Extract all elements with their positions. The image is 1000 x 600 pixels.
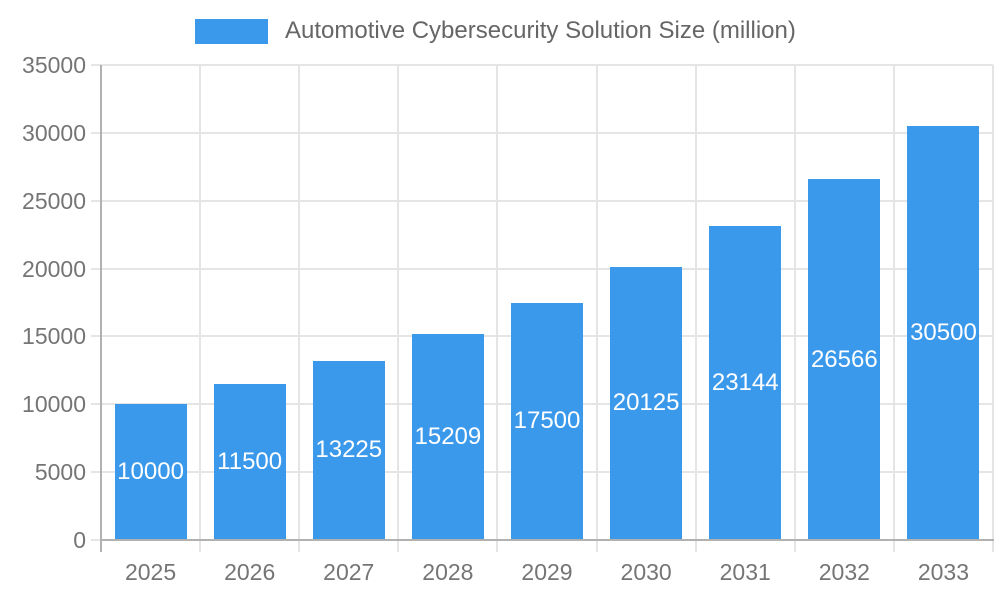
bar-2028[interactable] — [411, 333, 484, 540]
x-tick-label: 2028 — [422, 559, 474, 585]
bar-2032[interactable] — [808, 179, 881, 540]
bar-value-label: 17500 — [513, 407, 581, 435]
gridline-h — [91, 131, 993, 134]
x-tick-label: 2029 — [521, 559, 573, 585]
bar-value-label: 30500 — [910, 319, 977, 347]
x-axis-line — [100, 539, 994, 541]
gridline-v — [496, 65, 499, 552]
x-tick-label: 2031 — [719, 559, 771, 585]
bar-value-label: 20125 — [612, 389, 680, 417]
bar-2026[interactable] — [213, 383, 286, 540]
gridline-v — [298, 65, 301, 552]
bar-value-label: 13225 — [315, 436, 383, 464]
y-tick-label: 5000 — [34, 459, 86, 486]
bar-2030[interactable] — [610, 266, 683, 540]
gridline-v — [199, 65, 202, 552]
bar-2025[interactable] — [114, 404, 187, 540]
bar-2033[interactable] — [907, 126, 980, 540]
x-tick-label: 2030 — [620, 559, 672, 585]
bar-value-label: 10000 — [117, 458, 184, 486]
gridline-h — [91, 267, 993, 270]
x-tick-label: 2027 — [323, 559, 375, 585]
gridline-v — [992, 65, 994, 552]
gridline-v — [397, 65, 400, 552]
gridline-v — [892, 65, 895, 552]
y-tick-label: 25000 — [22, 187, 86, 214]
bar-value-label: 26566 — [810, 345, 878, 373]
gridline-v — [793, 65, 796, 552]
gridline-h — [91, 199, 993, 202]
gridline-v — [595, 65, 598, 552]
gridline-v — [694, 65, 697, 552]
bar-value-label: 11500 — [217, 447, 283, 475]
y-tick-label: 20000 — [22, 255, 86, 282]
bar-value-label: 23144 — [711, 368, 779, 396]
x-tick-label: 2032 — [818, 559, 870, 585]
legend[interactable]: Automotive Cybersecurity Solution Size (… — [195, 17, 796, 45]
y-tick-label: 10000 — [22, 391, 86, 418]
y-tick-label: 30000 — [22, 119, 86, 146]
legend-swatch — [195, 18, 268, 44]
x-tick-label: 2033 — [917, 559, 970, 585]
y-tick-label: 0 — [73, 527, 86, 553]
bar-2031[interactable] — [709, 225, 782, 540]
legend-label: Automotive Cybersecurity Solution Size (… — [285, 17, 796, 44]
y-axis-line — [100, 65, 102, 552]
x-tick-label: 2026 — [224, 559, 276, 585]
y-tick-label: 15000 — [22, 323, 86, 350]
bar-value-label: 15209 — [414, 422, 482, 450]
gridline-h — [91, 64, 993, 66]
bar-2027[interactable] — [312, 360, 385, 540]
y-tick-label: 35000 — [22, 52, 86, 78]
bar-2029[interactable] — [511, 302, 583, 540]
x-tick-label: 2025 — [124, 559, 177, 585]
